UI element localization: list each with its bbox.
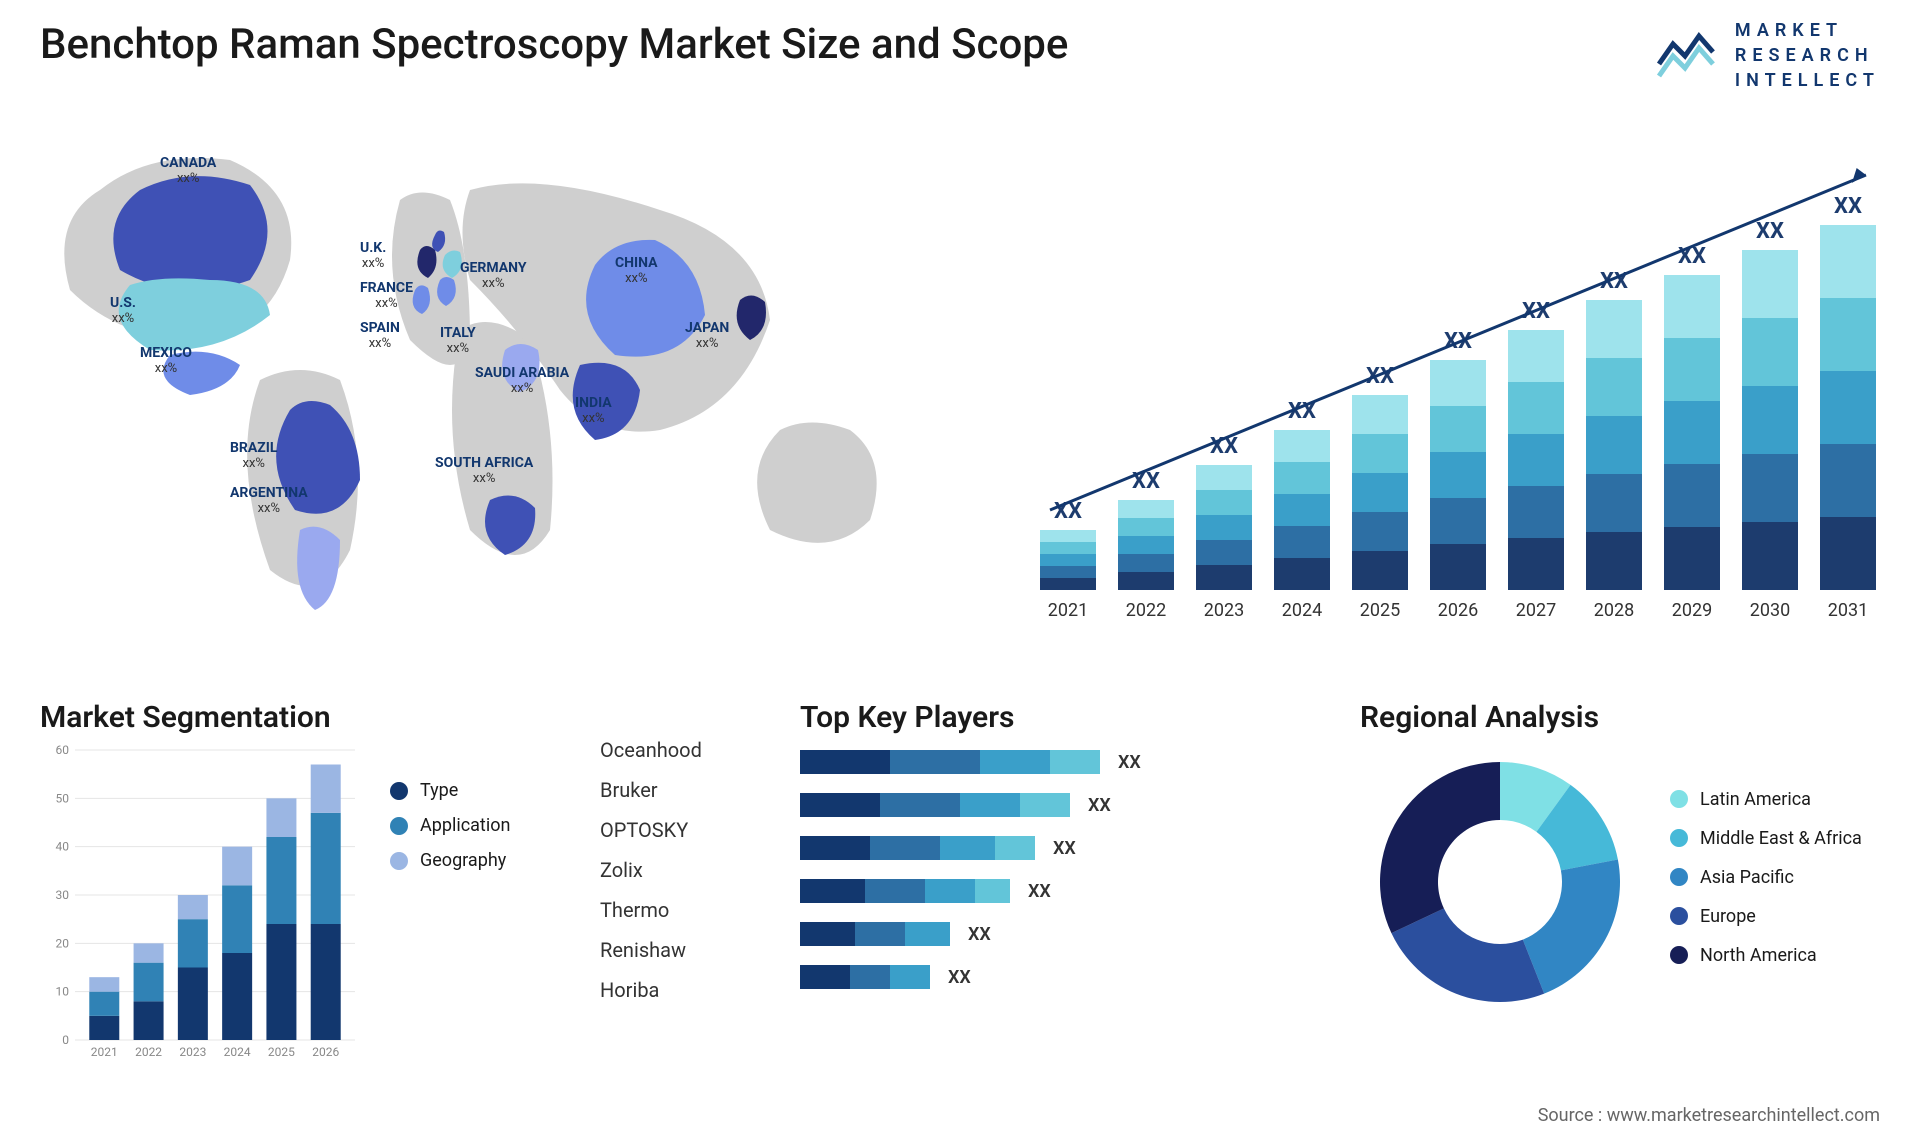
player-thermo: Thermo [600,890,780,930]
region-europe: Europe [1670,906,1862,927]
country-label-u-k-: U.K.xx% [360,240,386,271]
regional-donut-svg [1360,747,1640,1007]
key-players-title: Top Key Players [800,700,1320,735]
regional-title: Regional Analysis [1360,700,1880,735]
svg-text:2031: 2031 [1828,600,1868,621]
svg-text:2026: 2026 [312,1045,339,1059]
region-asia-pacific: Asia Pacific [1670,867,1862,888]
country-label-argentina: ARGENTINAxx% [230,485,308,516]
player-optosky: OPTOSKY [600,810,780,850]
svg-text:2024: 2024 [1282,600,1322,621]
country-label-france: FRANCExx% [360,280,413,311]
svg-text:2023: 2023 [179,1045,206,1059]
logo-icon [1655,26,1725,86]
key-player-bar-5: XX [800,960,1220,994]
player-zolix: Zolix [600,850,780,890]
country-label-italy: ITALYxx% [440,325,476,356]
svg-text:2025: 2025 [1360,600,1400,621]
svg-text:2022: 2022 [135,1045,162,1059]
svg-text:2023: 2023 [1204,600,1244,621]
svg-text:40: 40 [56,840,70,854]
svg-text:30: 30 [56,888,70,902]
svg-text:XX: XX [1366,364,1394,389]
key-player-bar-1: XX [800,788,1220,822]
regional-legend: Latin America Middle East & Africa Asia Pa… [1670,789,1862,966]
segmentation-legend: Type Application Geography [390,780,510,871]
source-label: Source : www.marketresearchintellect.com [1538,1105,1880,1126]
region-north-america: North America [1670,945,1862,966]
svg-text:20: 20 [56,936,70,950]
player-oceanhood: Oceanhood [600,730,780,770]
players-list: OceanhoodBrukerOPTOSKYZolixThermoRenisha… [600,730,780,1010]
svg-text:0: 0 [62,1033,69,1047]
svg-text:60: 60 [56,743,70,757]
svg-text:2026: 2026 [1438,600,1478,621]
svg-text:2027: 2027 [1516,600,1556,621]
seg-legend-application: Application [390,815,510,836]
svg-text:2022: 2022 [1126,600,1166,621]
svg-text:2021: 2021 [91,1045,118,1059]
svg-text:2024: 2024 [224,1045,251,1059]
regional-section: Regional Analysis Latin America Middle Ea… [1360,700,1880,1080]
svg-text:XX: XX [1756,219,1784,244]
svg-text:2021: 2021 [1048,600,1088,621]
seg-legend-geography: Geography [390,850,510,871]
segmentation-chart-svg: 0 10 20 30 40 50 60 2021 2022 2023 2024 2025 2026 [40,740,370,1070]
world-map: CANADAxx% U.S.xx%MEXICOxx% BRAZILxx% ARGENT… [40,130,940,650]
key-player-bar-2: XX [800,831,1220,865]
svg-text:2029: 2029 [1672,600,1712,621]
logo-line-3: INTELLECT [1735,70,1880,91]
player-bruker: Bruker [600,770,780,810]
svg-text:50: 50 [56,791,70,805]
logo-line-2: RESEARCH [1735,45,1880,66]
country-label-china: CHINAxx% [615,255,658,286]
player-horiba: Horiba [600,970,780,1010]
country-label-south-africa: SOUTH AFRICAxx% [435,455,533,486]
country-label-saudi-arabia: SAUDI ARABIAxx% [475,365,569,396]
key-players-section: Top Key Players XX XX XX XX XX XX [800,700,1320,1080]
country-label-canada: CANADAxx% [160,155,216,186]
country-label-brazil: BRAZILxx% [230,440,277,471]
svg-text:2025: 2025 [268,1045,295,1059]
brand-logo: MARKET RESEARCH INTELLECT [1655,20,1880,91]
logo-line-1: MARKET [1735,20,1880,41]
country-label-u-s-: U.S.xx% [110,295,136,326]
svg-text:2030: 2030 [1750,600,1790,621]
key-player-bar-0: XX [800,745,1220,779]
svg-text:XX: XX [1132,469,1160,494]
country-label-japan: JAPANxx% [685,320,729,351]
segmentation-title: Market Segmentation [40,700,560,735]
page-title: Benchtop Raman Spectroscopy Market Size … [40,20,1068,69]
key-player-bar-3: XX [800,874,1220,908]
country-label-spain: SPAINxx% [360,320,400,351]
country-label-germany: GERMANYxx% [460,260,527,291]
country-label-mexico: MEXICOxx% [140,345,192,376]
key-players-bars: XX XX XX XX XX XX [800,745,1220,994]
key-player-bar-4: XX [800,917,1220,951]
segmentation-section: Market Segmentation 0 10 20 30 40 50 60 2021 202… [40,700,560,1080]
svg-text:2028: 2028 [1594,600,1634,621]
region-latin-america: Latin America [1670,789,1862,810]
growth-chart-svg: XX2021XX2022XX2023XX2024XX2025XX2026XX20… [1000,130,1880,650]
svg-text:XX: XX [1834,194,1862,219]
region-middle-east-africa: Middle East & Africa [1670,828,1862,849]
country-label-india: INDIAxx% [575,395,612,426]
seg-legend-type: Type [390,780,510,801]
growth-chart: XX2021XX2022XX2023XX2024XX2025XX2026XX20… [1000,130,1880,650]
player-renishaw: Renishaw [600,930,780,970]
svg-text:10: 10 [56,985,70,999]
